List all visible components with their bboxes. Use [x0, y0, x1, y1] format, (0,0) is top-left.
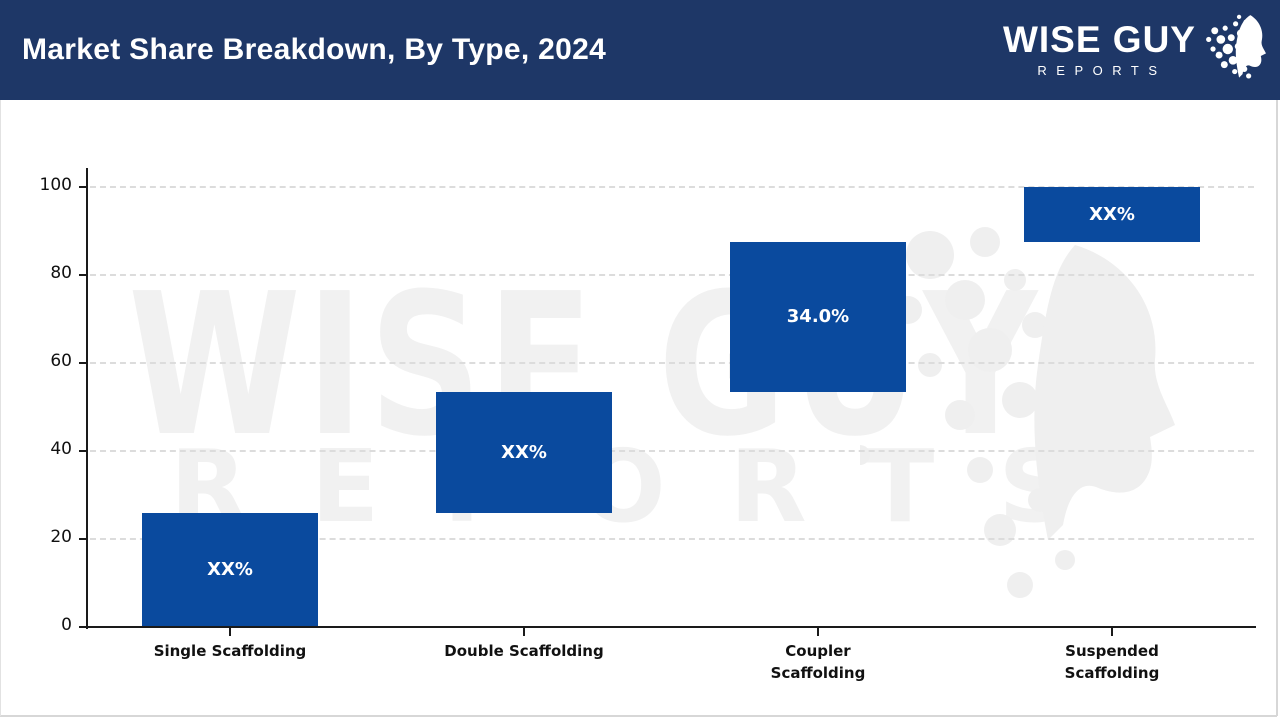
bar-value-label: XX%	[501, 441, 547, 463]
bar-value-label: XX%	[207, 559, 253, 581]
frame-border-bottom	[0, 715, 1277, 717]
y-tick-mark	[79, 538, 87, 540]
y-tick-mark	[79, 274, 87, 276]
brand-logo: WISE GUY REPORTS	[1003, 8, 1266, 90]
bar-3	[1024, 187, 1200, 242]
watermark-subtext: REPORTS	[170, 428, 1135, 545]
bar-value-label: 34.0%	[786, 306, 850, 328]
y-tick-label: 80	[50, 263, 72, 283]
header-bar: Market Share Breakdown, By Type, 2024 WI…	[0, 0, 1280, 100]
bar-1	[436, 391, 612, 513]
x-tick-mark	[1111, 628, 1113, 636]
gridline-100	[90, 186, 1254, 188]
y-tick-label: 40	[50, 439, 72, 459]
page-title: Market Share Breakdown, By Type, 2024	[22, 33, 607, 66]
x-tick-label: Coupler Scaffolding	[770, 642, 866, 682]
y-tick-label: 0	[61, 615, 72, 635]
logo-text: WISE GUY REPORTS	[1002, 19, 1196, 79]
x-tick-label: Suspended Scaffolding	[1064, 642, 1160, 682]
bar-0	[142, 512, 318, 627]
gridline-40	[90, 450, 1254, 452]
gridline-60	[90, 362, 1254, 364]
x-tick-label: Double Scaffolding	[444, 642, 604, 660]
bar-value-label: XX%	[1089, 204, 1135, 225]
y-tick-label: 60	[50, 351, 72, 371]
frame-border-left	[0, 100, 1, 716]
frame-border-right	[1276, 100, 1278, 716]
y-tick-mark	[79, 362, 87, 364]
y-tick-mark	[79, 626, 87, 628]
x-tick-mark	[523, 628, 525, 636]
y-tick-label: 20	[50, 527, 72, 547]
y-tick-label: 100	[39, 175, 72, 195]
x-tick-label: Single Scaffolding	[153, 642, 307, 660]
y-tick-mark	[79, 450, 87, 452]
x-axis-spine	[86, 626, 1256, 628]
logo-subtext: REPORTS	[1037, 63, 1167, 78]
x-tick-mark	[817, 628, 819, 636]
y-axis-spine	[86, 168, 88, 629]
gridline-80	[90, 274, 1254, 276]
gridline-20	[90, 538, 1254, 540]
watermark-face-icon	[860, 227, 1175, 598]
x-tick-mark	[229, 628, 231, 636]
logo-wordmark: WISE GUY	[1002, 19, 1196, 60]
logo-face-icon	[1206, 14, 1266, 79]
y-tick-mark	[79, 186, 87, 188]
bar-2	[730, 242, 906, 392]
